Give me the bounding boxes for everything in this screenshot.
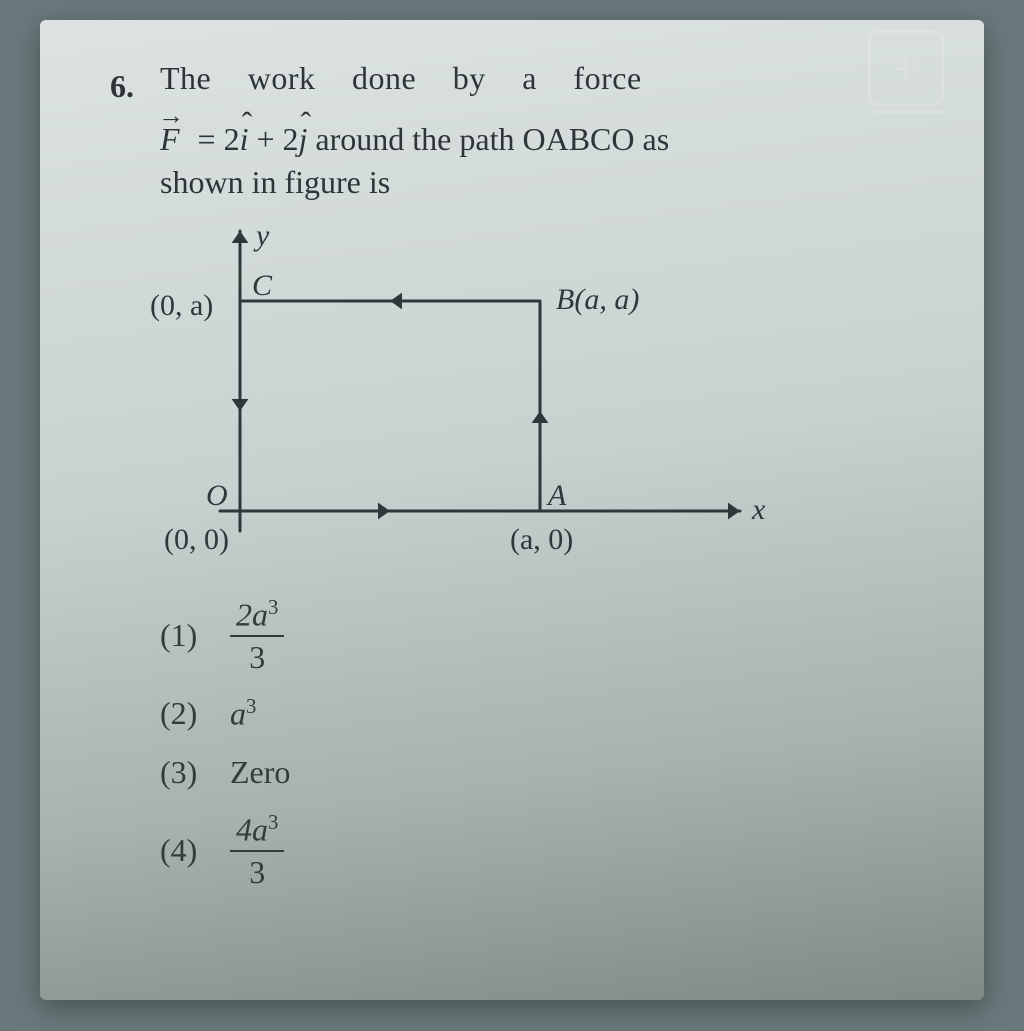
option-1-num: 2a — [236, 597, 268, 633]
svg-text:(0, 0): (0, 0) — [164, 523, 229, 556]
answer-options: (1) 2a3 3 (2) a3 (3) Zero (4) 4a3 3 — [160, 598, 924, 888]
question-line-2-tail: around the path OABCO as — [307, 121, 669, 157]
formula-j-hat: j — [299, 121, 308, 158]
option-1[interactable]: (1) 2a3 3 — [160, 598, 924, 673]
fraction-bar-icon — [230, 850, 284, 852]
svg-text:(0, a): (0, a) — [150, 289, 213, 322]
dash-icon — [874, 110, 944, 114]
formula-i-hat: i — [240, 121, 249, 158]
svg-text:A: A — [546, 479, 567, 512]
option-4-exp: 3 — [268, 811, 278, 834]
force-formula: → F — [160, 103, 180, 158]
option-4-den: 3 — [243, 856, 271, 888]
option-4[interactable]: (4) 4a3 3 — [160, 813, 924, 888]
option-4-fraction: 4a3 3 — [230, 813, 284, 888]
option-3-number: (3) — [160, 754, 230, 791]
option-1-exp: 3 — [268, 596, 278, 619]
formula-plus-2: + 2 — [248, 121, 298, 157]
option-2-number: (2) — [160, 695, 230, 732]
fraction-bar-icon — [230, 635, 284, 637]
option-2-exp: 3 — [246, 695, 256, 718]
svg-text:(a, 0): (a, 0) — [510, 523, 573, 556]
worksheet-page: + 6. The work done by a force → F = 2i +… — [40, 20, 984, 1000]
formula-eq-2: = 2 — [190, 121, 240, 157]
camera-overlay: + — [764, 30, 944, 120]
question-line-3: shown in figure is — [160, 164, 924, 201]
svg-text:B(a, a): B(a, a) — [556, 283, 639, 316]
svg-text:y: y — [253, 219, 270, 252]
question-number: 6. — [110, 68, 134, 105]
option-1-den: 3 — [243, 641, 271, 673]
option-4-num: 4a — [236, 812, 268, 848]
option-3-text: Zero — [230, 754, 290, 791]
option-1-fraction: 2a3 3 — [230, 598, 284, 673]
option-3[interactable]: (3) Zero — [160, 754, 924, 791]
option-4-number: (4) — [160, 832, 230, 869]
option-1-number: (1) — [160, 617, 230, 654]
svg-text:O: O — [206, 479, 228, 512]
option-2-base: a — [230, 695, 246, 731]
vector-arrow-icon: → — [158, 101, 184, 131]
figure-svg: y x O (0, 0) A (a, 0) B(a, a) C (0, a) — [140, 211, 780, 571]
path-figure: y x O (0, 0) A (a, 0) B(a, a) C (0, a) — [140, 211, 924, 576]
svg-text:x: x — [751, 493, 766, 526]
option-2[interactable]: (2) a3 — [160, 695, 924, 733]
plus-icon: + — [868, 30, 944, 106]
svg-text:C: C — [252, 269, 273, 302]
